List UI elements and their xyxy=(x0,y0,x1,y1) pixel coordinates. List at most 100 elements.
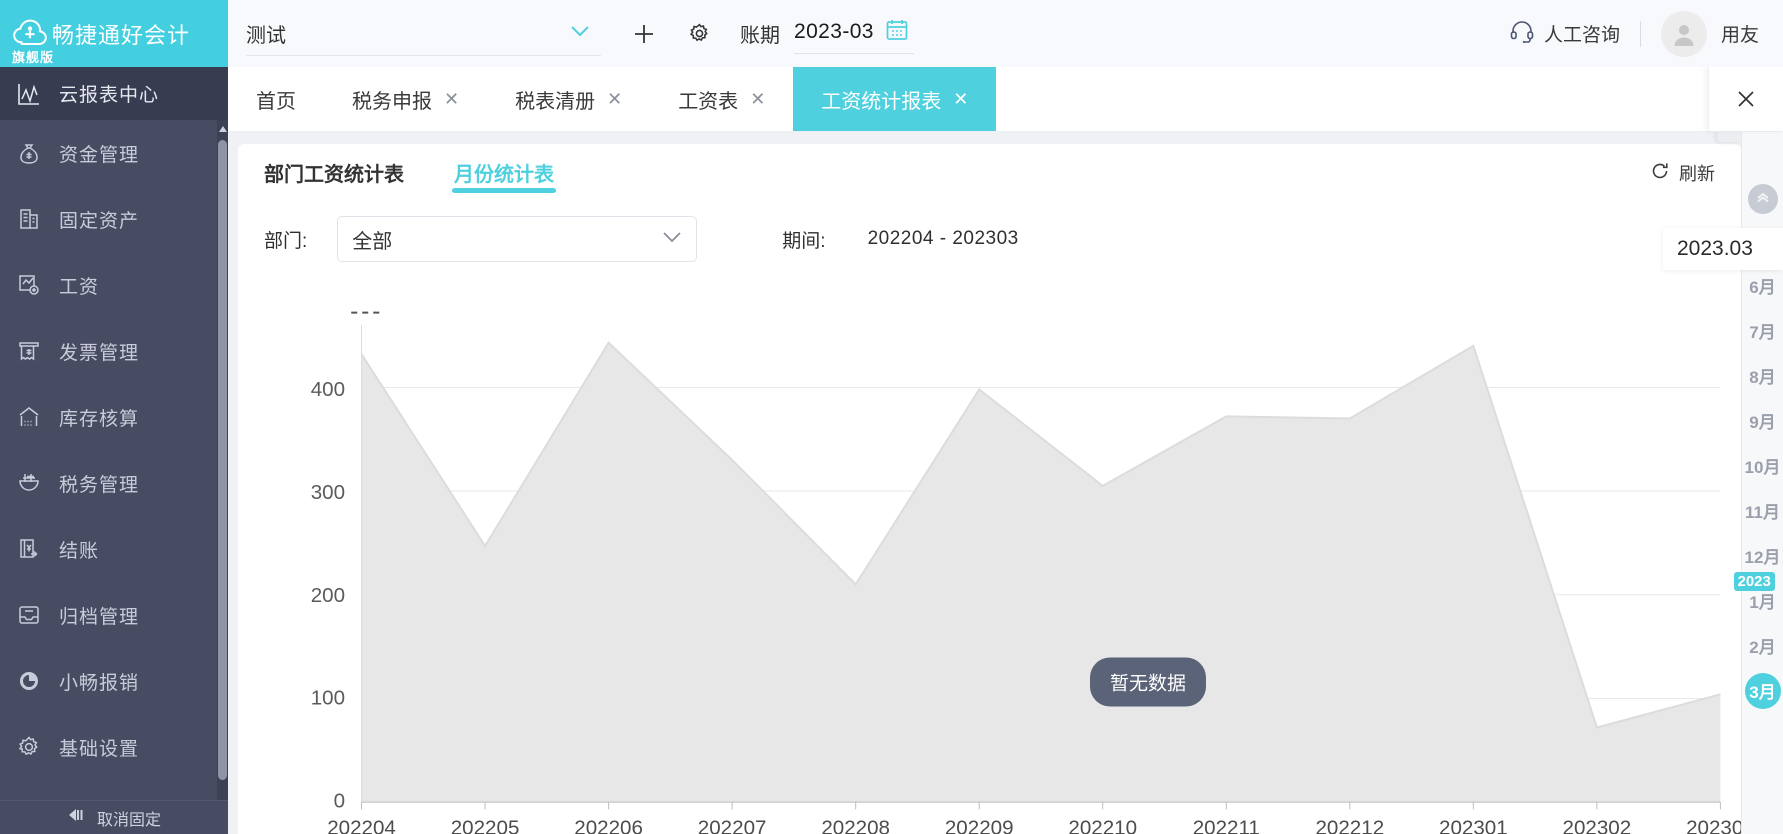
report-card: 部门工资统计表 月份统计表 刷新 部门: 全部 xyxy=(238,144,1741,834)
report-subtabs: 部门工资统计表 月份统计表 xyxy=(238,144,1741,201)
sidebar-item-label: 基础设置 xyxy=(59,738,140,760)
settle-icon xyxy=(16,536,46,562)
sidebar-item-label: 结账 xyxy=(59,540,100,562)
sidebar-item-expense[interactable]: 小畅报销 xyxy=(0,648,228,714)
subtab-label: 月份统计表 xyxy=(454,164,554,186)
svg-text:300: 300 xyxy=(311,481,345,504)
close-icon[interactable]: ✕ xyxy=(953,88,969,109)
svg-text:202303: 202303 xyxy=(1686,816,1741,834)
account-value: 测试 xyxy=(246,24,286,47)
svg-text:202301: 202301 xyxy=(1439,816,1508,834)
sidebar: 畅捷通好会计 旗舰版 云报表中心 资金管理 xyxy=(0,0,228,834)
topbar: 测试 账期 2023-03 xyxy=(228,0,1783,67)
close-icon[interactable]: ✕ xyxy=(750,88,766,109)
close-icon[interactable]: ✕ xyxy=(444,88,460,109)
month-item[interactable]: 8月 xyxy=(1749,368,1776,387)
sidebar-pin-toggle[interactable]: 取消固定 xyxy=(0,800,228,834)
sidebar-item-label: 归档管理 xyxy=(59,606,140,628)
sidebar-item-money[interactable]: 资金管理 xyxy=(0,120,228,186)
sidebar-item-label: 固定资产 xyxy=(59,210,140,232)
sidebar-item-settings[interactable]: 基础设置 xyxy=(0,714,228,780)
tab-strip: 首页 税务申报 ✕ 税表清册 ✕ 工资表 ✕ 工资统计报表 ✕ xyxy=(228,67,1783,132)
month-item[interactable]: 6月 xyxy=(1749,278,1776,297)
archive-icon xyxy=(16,602,46,628)
tab-label: 税表清册 xyxy=(515,90,596,113)
svg-text:202209: 202209 xyxy=(945,816,1014,834)
year-badge: 2023 xyxy=(1733,572,1775,591)
refresh-label: 刷新 xyxy=(1679,164,1715,184)
month-item[interactable]: 2月 xyxy=(1749,638,1776,657)
close-all-tabs-button[interactable] xyxy=(1708,67,1783,131)
refresh-button[interactable]: 刷新 xyxy=(1650,160,1715,186)
empty-data-tooltip: 暂无数据 xyxy=(1089,657,1207,707)
chevron-down-icon xyxy=(660,229,684,250)
topbar-right: 人工咨询 用友 xyxy=(1509,10,1783,57)
sidebar-scrollbar[interactable] xyxy=(217,120,228,834)
sidebar-section-label: 云报表中心 xyxy=(59,85,160,106)
month-item[interactable]: 9月 xyxy=(1749,413,1776,432)
month-item[interactable]: 1月 2023 xyxy=(1733,572,1783,623)
sidebar-item-settlement[interactable]: 结账 xyxy=(0,516,228,582)
rail-scroll-up-button[interactable] xyxy=(1747,184,1778,214)
brand-header: 畅捷通好会计 旗舰版 xyxy=(0,0,228,67)
user-avatar-icon[interactable] xyxy=(1660,10,1707,57)
sidebar-section-header[interactable]: 云报表中心 xyxy=(0,67,228,120)
expense-icon xyxy=(16,668,46,694)
sidebar-item-payroll[interactable]: 工资 xyxy=(0,252,228,318)
scroll-up-icon[interactable] xyxy=(217,120,228,138)
sidebar-item-label: 工资 xyxy=(59,276,100,298)
month-item[interactable]: 10月 xyxy=(1744,458,1781,477)
gear-icon xyxy=(16,734,46,760)
refresh-icon xyxy=(1650,161,1670,186)
monthly-payroll-chart: 0 100 200 300 400 202204 202205 202206 202207 202… xyxy=(238,294,1741,834)
sidebar-item-label: 资金管理 xyxy=(59,144,140,166)
period-range-label: 期间: xyxy=(782,230,826,252)
department-select[interactable]: 全部 xyxy=(337,216,698,262)
tab-payroll-stats-report[interactable]: 工资统计报表 ✕ xyxy=(793,67,997,131)
tab-home[interactable]: 首页 xyxy=(228,67,324,131)
headset-icon xyxy=(1509,19,1535,49)
sidebar-item-archive[interactable]: 归档管理 xyxy=(0,582,228,648)
add-button[interactable] xyxy=(631,21,657,47)
subtab-monthly-stats[interactable]: 月份统计表 xyxy=(452,144,556,201)
subtab-department-payroll[interactable]: 部门工资统计表 xyxy=(264,144,404,201)
month-item[interactable]: 11月 xyxy=(1745,503,1780,522)
svg-text:202204: 202204 xyxy=(327,816,396,834)
chevron-down-icon xyxy=(569,24,591,43)
svg-text:200: 200 xyxy=(311,584,345,607)
sidebar-item-invoice[interactable]: 发票管理 xyxy=(0,318,228,384)
selected-date-display: 2023.03 xyxy=(1663,228,1783,270)
calendar-icon[interactable] xyxy=(884,17,910,48)
svg-text:0: 0 xyxy=(334,790,345,813)
svg-text:202206: 202206 xyxy=(574,816,643,834)
month-item[interactable]: 7月 xyxy=(1749,323,1776,342)
tab-payroll-sheet[interactable]: 工资表 ✕ xyxy=(650,67,793,131)
svg-text:202212: 202212 xyxy=(1315,816,1384,834)
settings-button[interactable] xyxy=(687,21,712,46)
svg-text:202211: 202211 xyxy=(1193,816,1260,834)
month-item[interactable]: 3月 xyxy=(1742,668,1783,713)
department-label: 部门: xyxy=(264,230,308,252)
sidebar-item-label: 税务管理 xyxy=(59,474,140,496)
close-icon[interactable]: ✕ xyxy=(607,88,623,109)
brand-name: 畅捷通好会计 xyxy=(52,22,191,48)
sidebar-item-label: 小畅报销 xyxy=(59,672,140,694)
divider xyxy=(1639,20,1641,47)
support-button[interactable]: 人工咨询 xyxy=(1509,19,1620,49)
tax-icon xyxy=(16,470,46,496)
tab-tax-filing[interactable]: 税务申报 ✕ xyxy=(324,67,487,131)
cloud-logo-icon xyxy=(10,14,50,54)
svg-text:202208: 202208 xyxy=(821,816,890,834)
account-select[interactable]: 测试 xyxy=(246,12,601,56)
month-item[interactable]: 12月 xyxy=(1744,548,1781,567)
sidebar-item-fixed-assets[interactable]: 固定资产 xyxy=(0,186,228,252)
sidebar-item-inventory[interactable]: 库存核算 xyxy=(0,384,228,450)
warehouse-icon xyxy=(16,404,46,430)
sidebar-item-tax[interactable]: 税务管理 xyxy=(0,450,228,516)
sidebar-pin-label: 取消固定 xyxy=(96,811,161,829)
pin-left-icon xyxy=(67,807,93,828)
scrollbar-thumb[interactable] xyxy=(218,140,227,780)
tab-tax-register[interactable]: 税表清册 ✕ xyxy=(487,67,650,131)
period-picker[interactable]: 2023-03 xyxy=(794,14,914,54)
